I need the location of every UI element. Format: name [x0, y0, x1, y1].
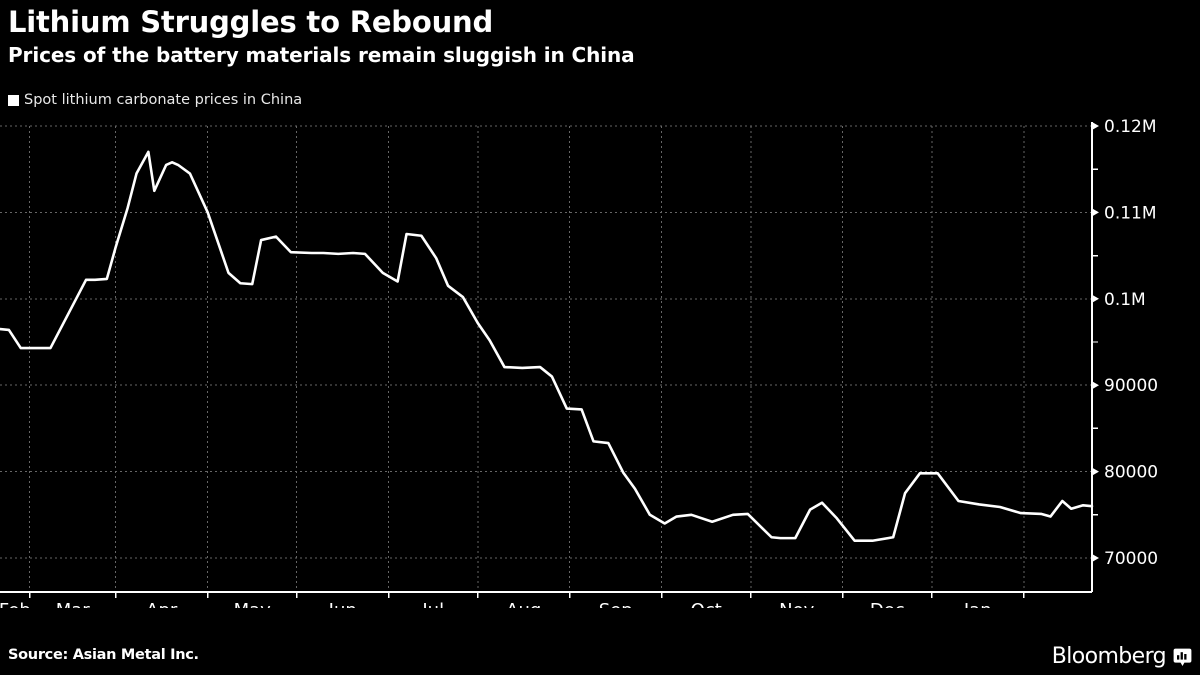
axis-ticks: [29, 122, 1099, 598]
svg-text:Apr: Apr: [146, 600, 178, 608]
svg-text:90000: 90000: [1104, 376, 1158, 396]
bloomberg-logo-icon: [1173, 648, 1192, 667]
bloomberg-branding: Bloomberg: [1052, 645, 1192, 669]
brand-name: Bloomberg: [1051, 644, 1167, 669]
page-title: Lithium Struggles to Rebound: [8, 5, 494, 39]
svg-text:Jul: Jul: [421, 600, 444, 608]
y-axis-tick-labels: 70000 80000 90000 0.1M 0.11M 0.12M: [1104, 118, 1158, 569]
gridlines-horizontal: [0, 125, 1092, 559]
gridlines-vertical: [29, 126, 1025, 592]
svg-text:Feb: Feb: [0, 600, 31, 608]
chart-legend: Spot lithium carbonate prices in China: [8, 92, 302, 108]
svg-text:May: May: [234, 600, 272, 608]
chart-area: 70000 80000 90000 0.1M 0.11M 0.12M Feb Mar Apr M…: [0, 118, 1200, 608]
svg-text:Oct: Oct: [691, 600, 722, 608]
axis-lines: [0, 122, 1093, 593]
page-subtitle: Prices of the battery materials remain s…: [8, 43, 635, 67]
svg-text:Jan: Jan: [963, 600, 992, 608]
svg-text:80000: 80000: [1104, 463, 1158, 483]
svg-text:Mar: Mar: [56, 600, 91, 608]
svg-text:0.11M: 0.11M: [1104, 203, 1157, 223]
svg-text:Nov: Nov: [779, 600, 814, 608]
svg-text:Jun: Jun: [328, 600, 357, 608]
legend-swatch-icon: [8, 94, 19, 106]
chart-header: Lithium Struggles to Rebound Prices of t…: [8, 4, 1188, 68]
source-note: Source: Asian Metal Inc.: [8, 647, 199, 663]
svg-text:Sep: Sep: [599, 600, 633, 608]
svg-text:0.1M: 0.1M: [1104, 290, 1146, 310]
svg-text:0.12M: 0.12M: [1104, 118, 1157, 137]
x-axis-tick-labels: Feb Mar Apr May Jun Jul Aug Sep Oct Nov Dec Jan: [0, 600, 992, 608]
series-line-spot-lithium-carbonate: [0, 150, 1094, 543]
line-chart-svg: 70000 80000 90000 0.1M 0.11M 0.12M Feb Mar Apr M…: [0, 118, 1158, 608]
svg-text:70000: 70000: [1104, 549, 1158, 569]
legend-item-label: Spot lithium carbonate prices in China: [24, 92, 303, 108]
chart-footer: Source: Asian Metal Inc. Bloomberg: [0, 645, 1200, 675]
svg-text:Dec: Dec: [870, 600, 905, 608]
svg-text:Aug: Aug: [506, 600, 541, 608]
